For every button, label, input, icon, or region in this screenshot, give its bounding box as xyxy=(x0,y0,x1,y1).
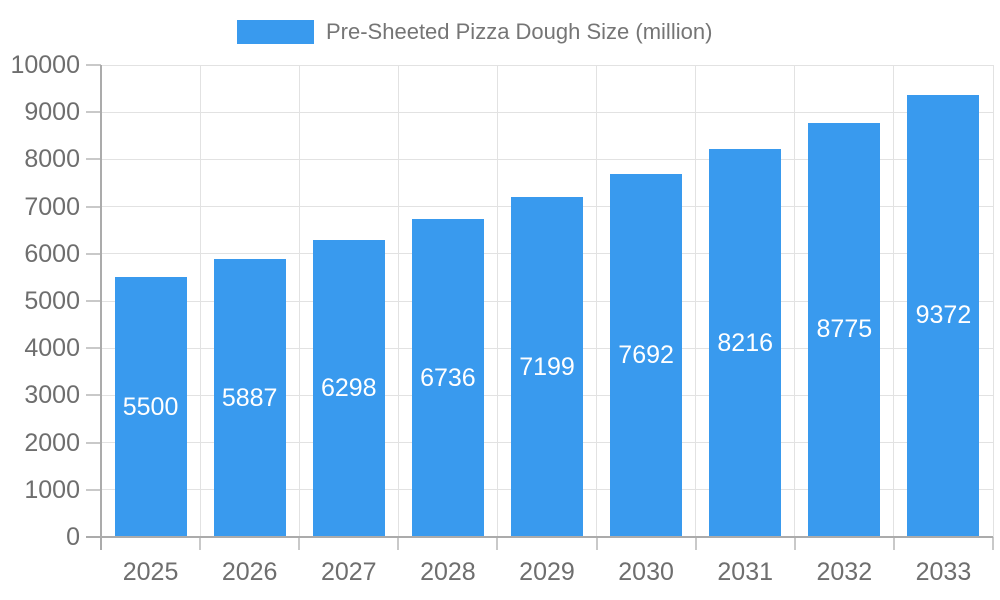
gridline-vertical xyxy=(397,65,399,537)
gridline-vertical xyxy=(496,65,498,537)
bar-value-label: 7692 xyxy=(618,340,674,369)
y-tick-mark xyxy=(86,158,101,161)
gridline-vertical xyxy=(199,65,201,537)
chart-legend[interactable]: Pre-Sheeted Pizza Dough Size (million) xyxy=(237,18,712,46)
bar-value-label: 8775 xyxy=(816,315,873,344)
gridline-vertical xyxy=(992,65,994,537)
bar-value-label: 7199 xyxy=(519,352,575,381)
bar-value-label: 6298 xyxy=(320,373,377,402)
bar[interactable]: 7692 xyxy=(610,173,683,537)
x-tick-label: 2026 xyxy=(221,558,278,586)
legend-label: Pre-Sheeted Pizza Dough Size (million) xyxy=(326,19,713,44)
bar[interactable]: 8216 xyxy=(709,149,782,537)
gridline-vertical xyxy=(695,65,697,537)
gridline-horizontal xyxy=(101,158,993,160)
y-tick-label: 4000 xyxy=(24,334,80,363)
y-tick-label: 1000 xyxy=(24,475,80,504)
y-tick-label: 5000 xyxy=(24,287,80,315)
y-tick-mark xyxy=(86,111,101,114)
bar[interactable]: 9372 xyxy=(907,94,980,537)
gridline-horizontal xyxy=(101,64,993,66)
x-tick-label: 2027 xyxy=(320,558,377,586)
x-tick-mark xyxy=(793,537,796,550)
y-tick-label: 2000 xyxy=(24,428,80,457)
bar[interactable]: 5887 xyxy=(213,259,286,537)
bar-value-label: 5887 xyxy=(221,383,278,412)
y-tick-mark xyxy=(86,347,101,350)
y-tick-mark xyxy=(86,64,101,66)
bar-value-label: 5500 xyxy=(122,392,179,421)
y-tick-label: 6000 xyxy=(24,239,80,268)
x-tick-mark xyxy=(298,537,301,550)
gridline-vertical xyxy=(298,65,300,537)
x-tick-mark xyxy=(199,537,202,550)
y-tick-label: 0 xyxy=(66,523,80,551)
bar[interactable]: 8775 xyxy=(808,122,881,537)
legend-swatch xyxy=(237,20,314,44)
y-tick-label: 10000 xyxy=(10,51,80,79)
x-tick-label: 2032 xyxy=(816,558,873,586)
y-tick-mark xyxy=(86,441,101,444)
bar[interactable]: 7199 xyxy=(511,197,583,537)
x-tick-label: 2031 xyxy=(717,558,774,586)
y-tick-mark xyxy=(86,252,101,255)
gridline-vertical xyxy=(596,65,598,537)
bar-value-label: 9372 xyxy=(915,301,972,330)
x-tick-mark xyxy=(694,537,697,550)
y-axis-line xyxy=(100,65,102,550)
gridline-vertical xyxy=(794,65,796,537)
y-tick-mark xyxy=(86,488,101,491)
y-tick-label: 7000 xyxy=(24,192,80,221)
x-tick-label: 2029 xyxy=(519,558,575,586)
gridline-horizontal xyxy=(101,111,993,113)
x-tick-mark xyxy=(992,537,994,550)
x-tick-label: 2030 xyxy=(618,558,674,586)
y-tick-mark xyxy=(86,300,101,302)
x-tick-mark xyxy=(397,537,400,550)
x-tick-mark xyxy=(892,537,895,550)
y-tick-mark xyxy=(86,394,101,397)
y-tick-label: 9000 xyxy=(24,98,80,127)
bar-value-label: 6736 xyxy=(420,363,476,392)
x-tick-label: 2033 xyxy=(915,558,972,586)
x-tick-mark xyxy=(595,537,598,550)
y-tick-label: 8000 xyxy=(24,145,80,174)
x-axis-line xyxy=(86,536,993,538)
bar[interactable]: 6298 xyxy=(312,239,385,537)
bar-value-label: 8216 xyxy=(717,328,774,357)
bar[interactable]: 5500 xyxy=(114,277,187,537)
y-tick-mark xyxy=(86,205,101,208)
x-tick-label: 2025 xyxy=(122,558,179,586)
gridline-vertical xyxy=(893,65,895,537)
x-tick-mark xyxy=(496,537,499,550)
x-tick-label: 2028 xyxy=(420,558,476,586)
bar[interactable]: 6736 xyxy=(411,219,484,537)
y-tick-label: 3000 xyxy=(24,381,80,410)
